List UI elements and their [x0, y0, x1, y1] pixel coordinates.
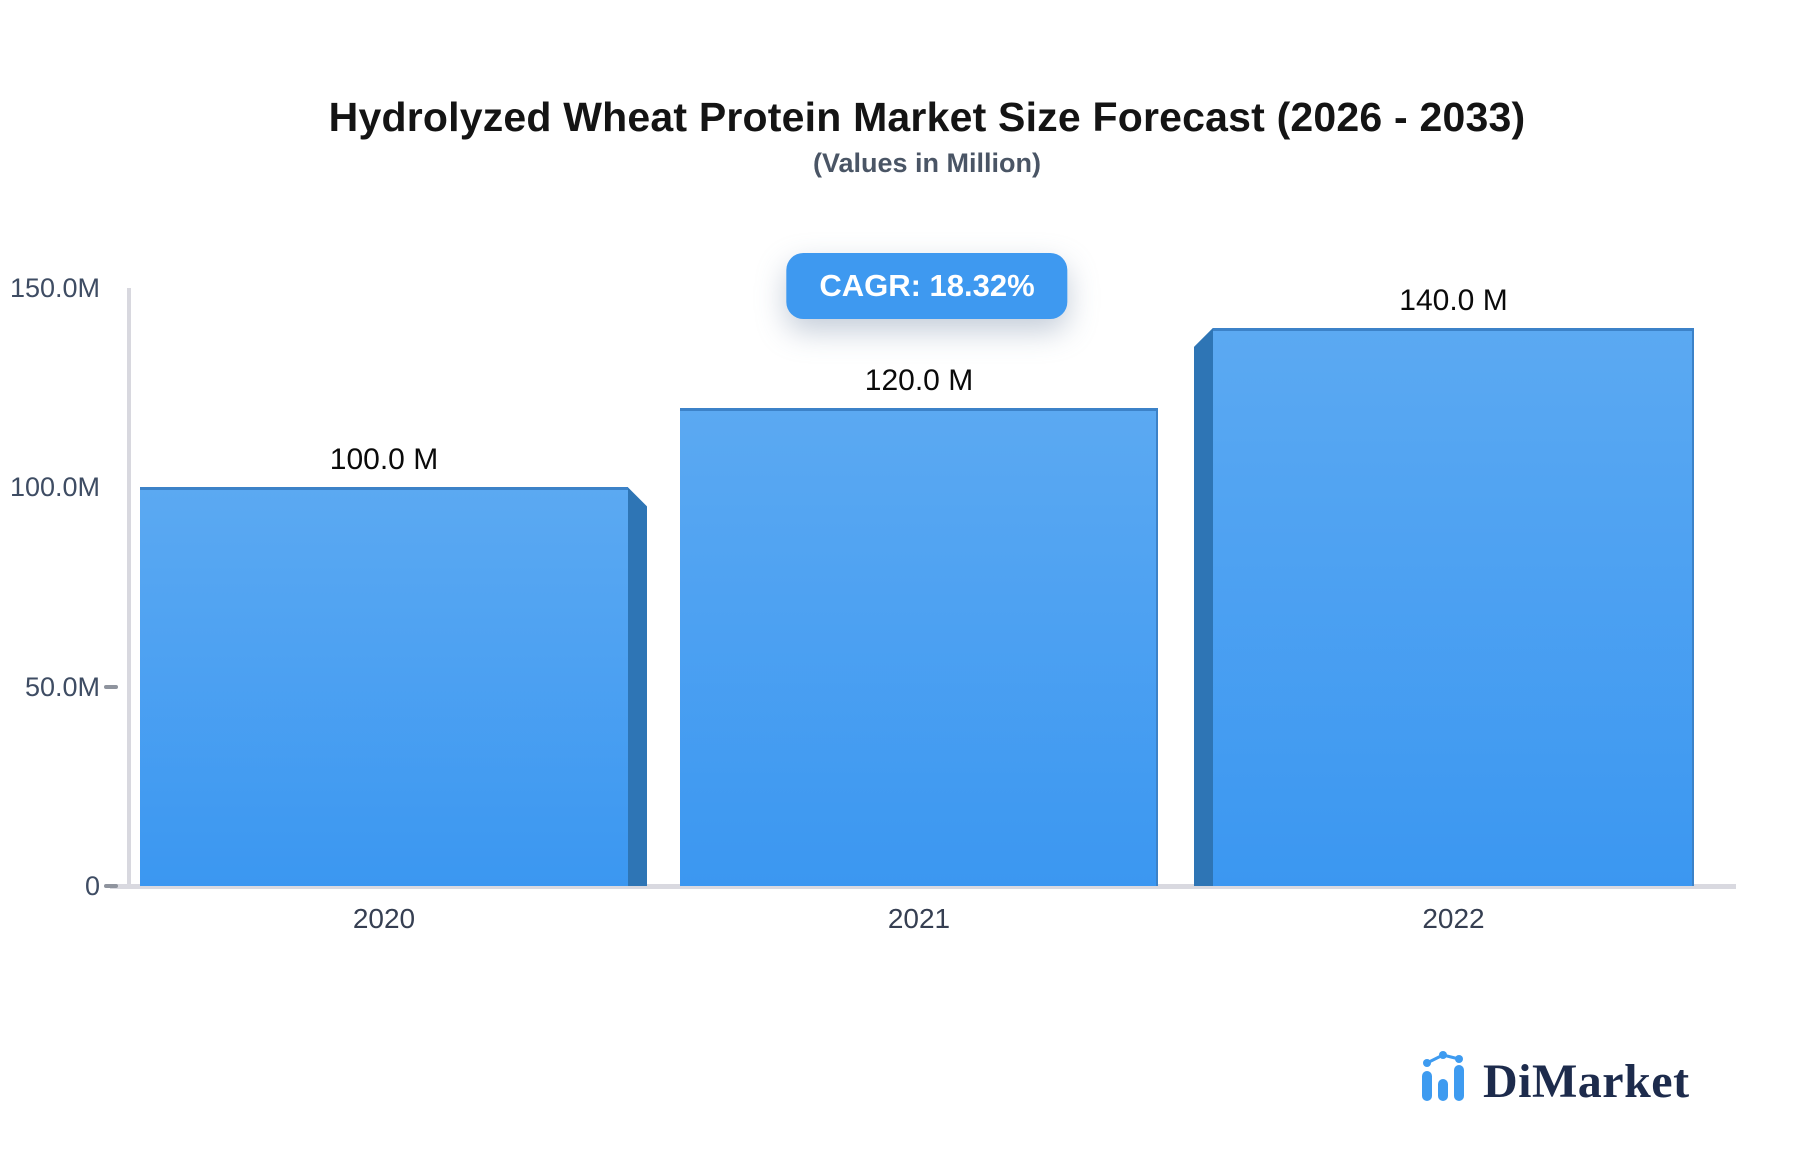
y-axis-label: 100.0M [9, 472, 100, 503]
bar-line-chart-icon [1420, 1047, 1470, 1106]
y-axis-label: 150.0M [9, 273, 100, 303]
bar-2022 [1213, 327, 1694, 886]
y-axis-line [127, 288, 131, 886]
page-title: Hydrolyzed Wheat Protein Market Size For… [328, 94, 1526, 140]
page-subtitle: (Values in Million) [812, 148, 1042, 178]
y-axis-label: 0 [84, 871, 100, 901]
x-axis-line [110, 884, 1736, 889]
x-axis-label: 2022 [1422, 903, 1485, 934]
bar-value-label: 140.0 M [1399, 283, 1508, 317]
bar-3d-side-2022 [1194, 327, 1213, 886]
bar-3d-side-2020 [628, 487, 647, 886]
logo-text: DiMarket [1483, 1055, 1690, 1108]
cagr-badge: CAGR: 18.32% [786, 253, 1068, 319]
x-axis-label: 2021 [887, 903, 951, 934]
bar-value-label: 100.0 M [329, 443, 439, 477]
dimarket-logo: DiMarket [1420, 1051, 1690, 1108]
y-axis-tick [104, 684, 118, 689]
bar-2021 [680, 407, 1158, 886]
bar-value-label: 120.0 M [864, 363, 974, 397]
y-axis-tick [104, 884, 118, 888]
bar-2020 [140, 487, 628, 886]
y-axis-label: 50.0M [24, 671, 100, 702]
x-axis-label: 2020 [352, 903, 416, 934]
